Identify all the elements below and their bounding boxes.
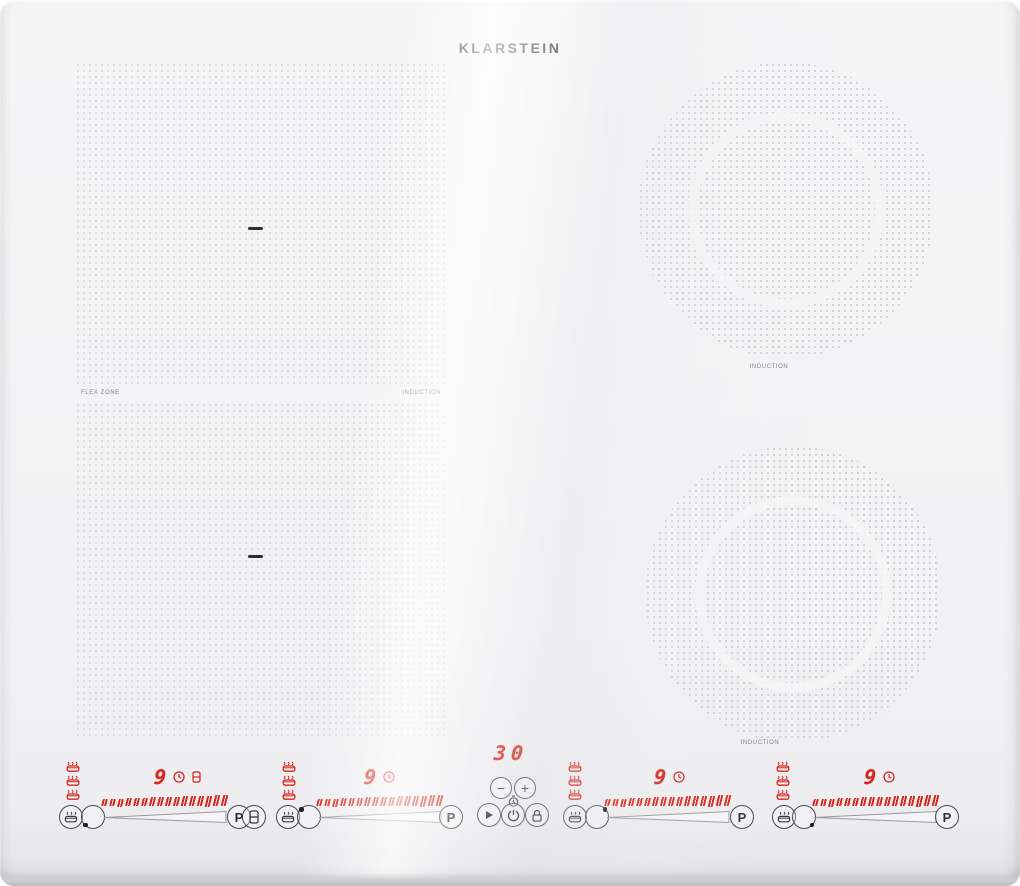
power-icon: [507, 809, 519, 821]
cooking-zone-front-right: [645, 446, 941, 742]
zone-select-dial[interactable]: [297, 805, 321, 829]
pot-icon: [777, 811, 791, 823]
child-lock-button[interactable]: [525, 803, 549, 827]
pot-icon: [568, 789, 582, 800]
zone-ring: [695, 496, 891, 692]
zone-select-dial[interactable]: [81, 805, 105, 829]
pot-icon: [281, 811, 295, 823]
pot-icon: [282, 775, 296, 786]
cooking-zone-rear-right: [638, 62, 934, 358]
pan-size-indicator-icons: [568, 761, 582, 800]
power-level-ticks: [101, 793, 229, 806]
pan-detect-button[interactable]: [563, 805, 587, 829]
timer-clock-icon: [673, 771, 685, 783]
zone-select-dial[interactable]: [585, 805, 609, 829]
pot-icon: [66, 761, 80, 772]
power-level-display: 9: [863, 765, 877, 789]
pot-icon: [66, 775, 80, 786]
zone-position-dot: [83, 822, 88, 827]
flex-zone-front-marker: [248, 555, 263, 558]
power-level-ticks: [604, 793, 732, 806]
zone-position-dot: [299, 807, 304, 812]
pot-icon: [776, 761, 790, 772]
pan-size-indicator-icons: [282, 761, 296, 800]
power-level-display: 9: [153, 765, 167, 789]
pot-icon: [776, 789, 790, 800]
power-level-display: 9: [653, 765, 667, 789]
induction-label-top: INDUCTION: [749, 364, 789, 370]
zone-ring: [688, 112, 884, 308]
boost-button[interactable]: P: [730, 805, 754, 829]
zone-display: 9: [153, 765, 201, 789]
pot-icon: [568, 761, 582, 772]
bridge-icon: [249, 810, 259, 824]
pan-size-indicator-icons: [776, 761, 790, 800]
boost-button[interactable]: P: [935, 805, 959, 829]
bridge-button[interactable]: [242, 805, 266, 829]
pot-icon: [282, 761, 296, 772]
pot-icon: [568, 811, 582, 823]
zone-select-dial[interactable]: [792, 805, 816, 829]
flex-zone-label: FLEX ZONE: [81, 390, 120, 396]
pot-icon: [282, 789, 296, 800]
pot-icon: [776, 775, 790, 786]
pan-detect-button[interactable]: [59, 805, 83, 829]
bridge-indicator-icon: [192, 771, 201, 783]
flex-zone-rear-marker: [248, 227, 263, 230]
boost-button[interactable]: P: [439, 805, 463, 829]
flex-zone-front: [75, 402, 447, 737]
timer-clock-icon: [883, 771, 895, 783]
timer-clock-icon: [173, 771, 185, 783]
induction-label-bottom: INDUCTION: [740, 740, 780, 746]
play-icon: [486, 811, 493, 819]
flex-induction-label: INDUCTION: [402, 390, 441, 396]
flex-zone-rear: [75, 62, 447, 384]
zone-control-flex-rear: 9 P: [58, 756, 270, 836]
pot-icon: [64, 811, 78, 823]
timer-clock-icon: [383, 771, 395, 783]
zone-control-front-right: 9 P: [770, 756, 960, 836]
zone-display: 9: [653, 765, 685, 789]
power-slider[interactable]: [607, 809, 731, 825]
lock-icon: [532, 809, 542, 822]
power-button[interactable]: [501, 803, 525, 827]
pan-size-indicator-icons: [66, 761, 80, 800]
power-level-ticks: [316, 793, 444, 806]
zone-display: 9: [863, 765, 895, 789]
brand-logo: KLARSTEIN: [458, 40, 562, 56]
pot-icon: [568, 775, 582, 786]
pause-resume-button[interactable]: [477, 803, 501, 827]
power-level-ticks: [812, 793, 940, 806]
zone-control-flex-front: 9 P: [276, 756, 466, 836]
zone-display: 9: [363, 765, 395, 789]
power-slider[interactable]: [814, 809, 938, 825]
glass-edge: [0, 873, 1020, 886]
power-slider[interactable]: [319, 809, 443, 825]
power-level-display: 9: [363, 765, 377, 789]
pot-icon: [66, 789, 80, 800]
zone-control-rear-right: 9 P: [562, 756, 754, 836]
timer-display: 30: [493, 741, 529, 765]
power-slider[interactable]: [104, 809, 228, 825]
